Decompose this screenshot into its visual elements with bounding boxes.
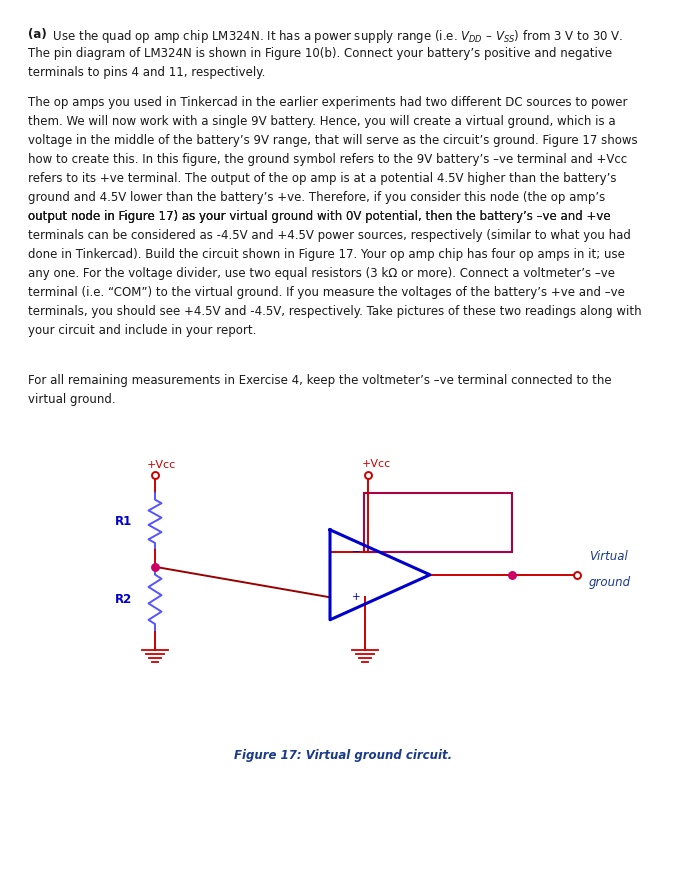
Text: The pin diagram of LM324N is shown in Figure 10(b). Connect your battery’s posit: The pin diagram of LM324N is shown in Fi…: [28, 47, 612, 60]
Text: output node in Figure 17) as your virtual ground with 0V potential, then the bat: output node in Figure 17) as your virtua…: [28, 210, 611, 223]
Text: terminals, you should see +4.5V and -4.5V, respectively. Take pictures of these : terminals, you should see +4.5V and -4.5…: [28, 305, 641, 318]
Text: any one. For the voltage divider, use two equal resistors (3 kΩ or more). Connec: any one. For the voltage divider, use tw…: [28, 268, 615, 280]
Text: output node in Figure 17) as your virtual ground with 0V potential, then the bat: output node in Figure 17) as your virtua…: [28, 210, 611, 223]
Text: The op amps you used in Tinkercad in the earlier experiments had two different D: The op amps you used in Tinkercad in the…: [28, 96, 628, 109]
Text: Virtual: Virtual: [589, 550, 628, 563]
Text: R2: R2: [115, 592, 132, 605]
Text: ground: ground: [589, 576, 631, 589]
Text: ground and 4.5V lower than the battery’s +ve. Therefore, if you consider this no: ground and 4.5V lower than the battery’s…: [28, 192, 605, 205]
Text: refers to its +ve terminal. The output of the op amp is at a potential 4.5V high: refers to its +ve terminal. The output o…: [28, 172, 617, 186]
Text: +Vcc: +Vcc: [362, 458, 391, 469]
Text: voltage in the middle of the battery’s 9V range, that will serve as the circuit’: voltage in the middle of the battery’s 9…: [28, 135, 637, 147]
Text: how to create this. In this figure, the ground symbol refers to the 9V battery’s: how to create this. In this figure, the …: [28, 153, 627, 166]
Text: done in Tinkercad). Build the circuit shown in Figure 17. Your op amp chip has f: done in Tinkercad). Build the circuit sh…: [28, 248, 625, 262]
Text: (a): (a): [28, 28, 47, 41]
Text: your circuit and include in your report.: your circuit and include in your report.: [28, 325, 257, 338]
Text: Figure 17: Virtual ground circuit.: Figure 17: Virtual ground circuit.: [234, 749, 452, 762]
Text: +Vcc: +Vcc: [147, 459, 176, 470]
Text: them. We will now work with a single 9V battery. Hence, you will create a virtua: them. We will now work with a single 9V …: [28, 116, 615, 129]
Text: Use the quad op amp chip LM324N. It has a power supply range (i.e. $V_{DD}$ – $V: Use the quad op amp chip LM324N. It has …: [49, 28, 624, 45]
Text: R1: R1: [115, 514, 132, 528]
Text: terminals to pins 4 and 11, respectively.: terminals to pins 4 and 11, respectively…: [28, 66, 265, 79]
Text: virtual ground.: virtual ground.: [28, 393, 116, 406]
Text: terminals can be considered as -4.5V and +4.5V power sources, respectively (simi: terminals can be considered as -4.5V and…: [28, 229, 631, 242]
Text: For all remaining measurements in Exercise 4, keep the voltmeter’s –ve terminal : For all remaining measurements in Exerci…: [28, 374, 612, 387]
Text: terminal (i.e. “COM”) to the virtual ground. If you measure the voltages of the : terminal (i.e. “COM”) to the virtual gro…: [28, 286, 625, 299]
Text: output node in Figure 17) as your: output node in Figure 17) as your: [28, 210, 229, 223]
Bar: [364, 493, 512, 552]
Text: +: +: [352, 592, 361, 602]
Text: −: −: [352, 547, 361, 557]
